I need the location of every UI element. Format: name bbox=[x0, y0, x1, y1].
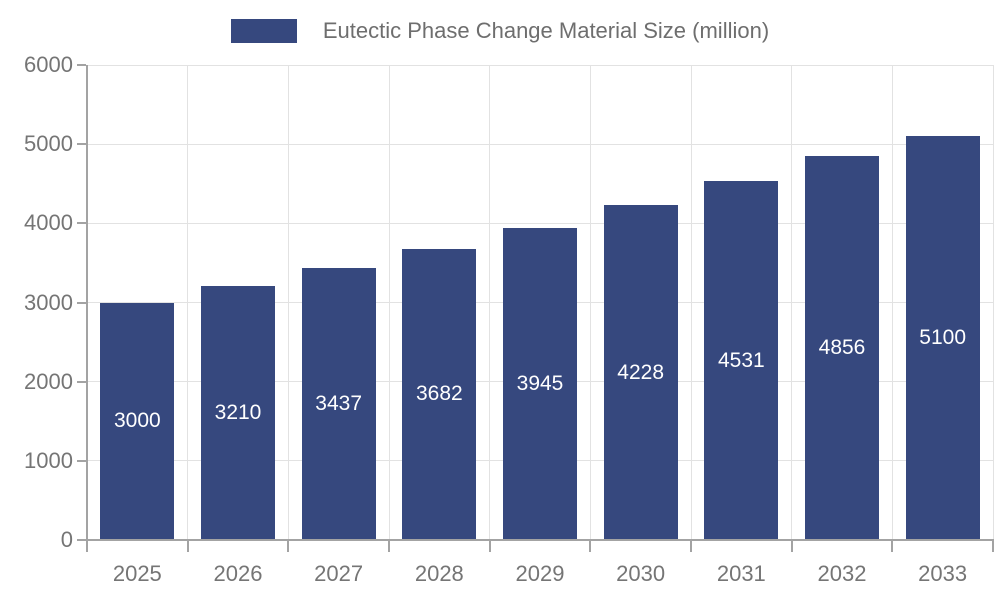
bar-value-label: 3437 bbox=[315, 391, 363, 415]
bar[interactable]: 3945 bbox=[503, 227, 577, 540]
gridline-vertical bbox=[791, 65, 793, 540]
y-axis-tick-label: 6000 bbox=[24, 52, 73, 77]
x-axis-tick bbox=[589, 541, 592, 552]
gridline-vertical bbox=[891, 65, 893, 540]
bar-value-label: 3945 bbox=[516, 371, 564, 395]
bar-value-label: 4531 bbox=[717, 348, 765, 372]
gridline-horizontal bbox=[87, 64, 993, 66]
x-axis-tick-label: 2031 bbox=[716, 561, 766, 586]
bar[interactable]: 4228 bbox=[603, 205, 678, 540]
y-axis-tick bbox=[77, 301, 86, 304]
x-axis-tick-label: 2029 bbox=[515, 561, 565, 586]
bar[interactable]: 4856 bbox=[805, 155, 879, 540]
x-axis-tick bbox=[891, 541, 894, 552]
bar[interactable]: 3437 bbox=[301, 267, 376, 540]
y-axis-tick-label: 0 bbox=[60, 527, 73, 552]
plot-area: 0 1000 2000 3000 4000 5000 6000 3000 2025 3210 202… bbox=[24, 52, 994, 586]
y-axis-tick-label: 1000 bbox=[24, 447, 73, 473]
x-axis-tick bbox=[186, 541, 189, 552]
bar-value-label: 3682 bbox=[415, 382, 463, 406]
y-axis-tick-label: 5000 bbox=[24, 131, 73, 157]
bar-value-label: 4856 bbox=[818, 335, 866, 359]
bar[interactable]: 3210 bbox=[201, 285, 275, 540]
bar-value-label: 3210 bbox=[214, 400, 262, 424]
y-axis-tick bbox=[77, 380, 86, 383]
y-axis-tick-label: 4000 bbox=[24, 210, 73, 236]
bar[interactable]: 3682 bbox=[402, 248, 477, 540]
x-axis-tick bbox=[388, 541, 390, 552]
x-axis-tick-label: 2033 bbox=[918, 561, 968, 586]
x-axis-tick bbox=[287, 541, 290, 552]
bar[interactable]: 5100 bbox=[905, 136, 980, 540]
x-axis-tick-label: 2025 bbox=[112, 561, 162, 586]
gridline-vertical bbox=[388, 65, 390, 540]
gridline-vertical bbox=[489, 65, 491, 540]
gridline-vertical bbox=[287, 65, 289, 540]
bar-value-label: 4228 bbox=[617, 360, 665, 384]
gridline-vertical bbox=[690, 65, 692, 540]
x-axis-tick bbox=[488, 541, 491, 552]
legend[interactable]: Eutectic Phase Change Material Size (mil… bbox=[0, 16, 1000, 46]
bar[interactable]: 4531 bbox=[704, 181, 779, 540]
x-axis-tick-label: 2032 bbox=[817, 561, 867, 586]
bar[interactable]: 3000 bbox=[100, 302, 175, 540]
x-axis-tick bbox=[86, 541, 88, 552]
bar-value-label: 3000 bbox=[113, 409, 161, 433]
y-axis-tick-label: 3000 bbox=[24, 289, 73, 315]
y-axis-tick-label: 2000 bbox=[24, 368, 73, 394]
gridline-vertical bbox=[992, 65, 994, 540]
gridline-vertical bbox=[187, 65, 189, 540]
x-axis-tick bbox=[992, 541, 994, 552]
bar-value-label: 5100 bbox=[919, 326, 967, 350]
gridline-horizontal bbox=[87, 143, 993, 145]
y-axis-tick bbox=[77, 459, 86, 462]
legend-label: Eutectic Phase Change Material Size (mil… bbox=[322, 18, 770, 43]
y-axis-tick bbox=[77, 143, 86, 146]
gridline-horizontal bbox=[87, 222, 993, 224]
legend-swatch bbox=[230, 19, 297, 43]
x-axis-tick-label: 2026 bbox=[213, 561, 263, 586]
x-axis-tick-label: 2027 bbox=[314, 561, 364, 586]
y-axis-tick bbox=[77, 539, 86, 541]
gridline-vertical bbox=[589, 65, 591, 540]
y-axis-tick bbox=[77, 222, 86, 225]
x-axis-tick-label: 2030 bbox=[616, 561, 666, 586]
x-axis-line bbox=[85, 539, 994, 541]
x-axis-tick bbox=[790, 541, 793, 552]
y-axis-line bbox=[86, 65, 88, 540]
y-axis-tick bbox=[77, 64, 86, 66]
x-axis-tick bbox=[690, 541, 692, 552]
x-axis-tick-label: 2028 bbox=[414, 561, 464, 586]
